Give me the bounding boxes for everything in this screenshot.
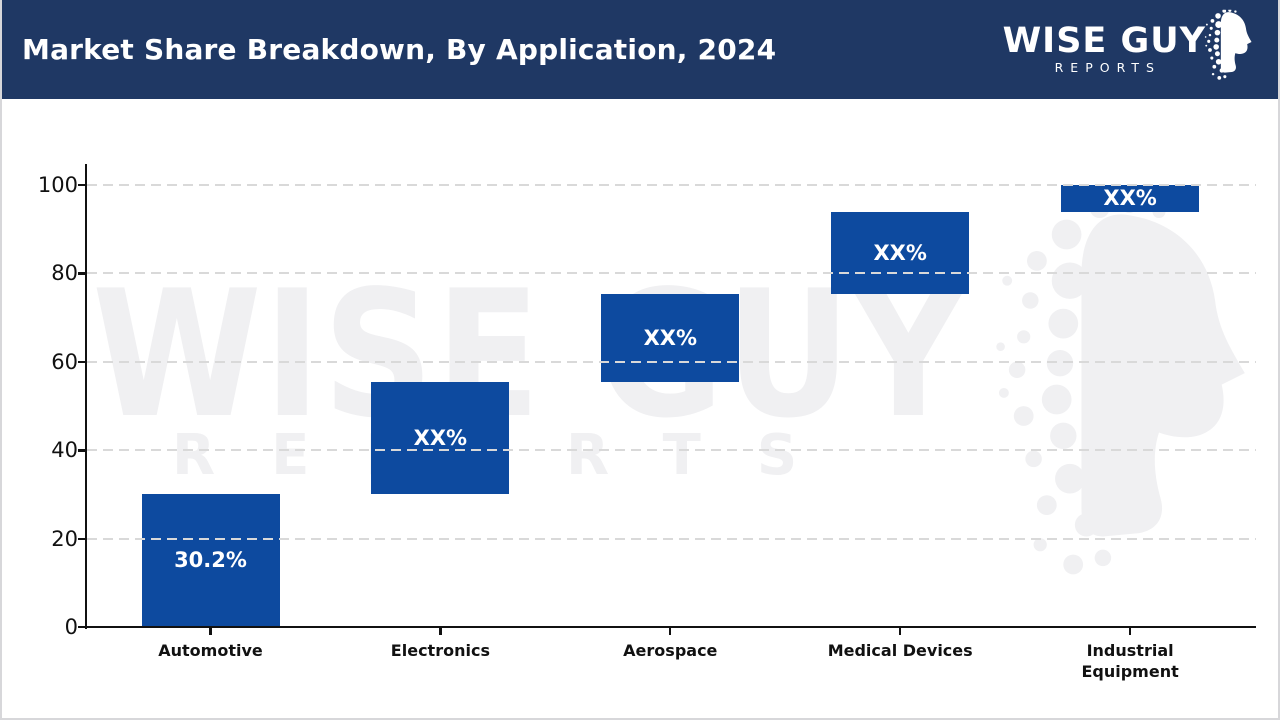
bar-value-label: 30.2%	[174, 548, 247, 573]
y-tick-label-100: 100	[37, 173, 78, 197]
y-tick-100	[78, 184, 87, 187]
bar-electronics	[371, 381, 510, 494]
logo-subtitle: REPORTS	[1054, 60, 1161, 76]
y-tick-label-80: 80	[51, 261, 78, 286]
y-tick-0	[78, 626, 87, 629]
wiseguy-logo-text: WISE GUY REPORTS	[1003, 24, 1206, 75]
bar-aerospace	[601, 293, 740, 382]
bar-medical-devices	[831, 211, 970, 294]
y-tick-60	[78, 360, 87, 364]
x-tick-2	[669, 628, 672, 636]
x-axis-line	[85, 626, 1256, 629]
x-tick-label: Electronics	[390, 641, 490, 660]
gridline-60	[87, 360, 1256, 363]
gridline-100	[87, 184, 1256, 186]
bar-value-label: XX%	[1103, 186, 1157, 211]
logo-wordmark: WISE GUY	[1002, 21, 1206, 62]
y-tick-20	[78, 537, 87, 540]
x-tick-4	[1128, 628, 1132, 636]
x-tick-label: Industrial Equipment	[1081, 641, 1179, 681]
y-tick-label-60: 60	[51, 349, 78, 374]
watermark-wordmark: WISE GUY	[92, 254, 966, 457]
x-tick-label: Aerospace	[623, 641, 718, 660]
y-tick-label-20: 20	[51, 526, 78, 551]
bar-value-label: XX%	[873, 240, 927, 265]
y-tick-label-0: 0	[64, 615, 78, 639]
header-bar: Market Share Breakdown, By Application, …	[0, 0, 1280, 99]
y-tick-40	[78, 449, 87, 452]
bar-value-label: XX%	[643, 325, 698, 350]
y-tick-80	[78, 272, 87, 275]
wiseguy-logo: WISE GUY REPORTS	[1003, 8, 1254, 92]
chart-title: Market Share Breakdown, By Application, …	[22, 33, 777, 66]
bar-automotive	[141, 493, 280, 627]
gridline-80	[87, 272, 1256, 275]
wiseguy-face-icon	[1192, 8, 1254, 92]
x-tick-label: Medical Devices	[827, 641, 973, 660]
y-axis-line	[85, 164, 88, 629]
gridline-20	[87, 537, 1256, 540]
x-tick-1	[439, 628, 442, 636]
x-tick-0	[209, 628, 212, 636]
x-tick-3	[899, 628, 902, 636]
bar-value-label: XX%	[413, 425, 468, 450]
bar-industrial-equipment	[1061, 185, 1200, 212]
x-tick-label: Automotive	[158, 641, 263, 660]
y-tick-label-40: 40	[51, 438, 78, 463]
gridline-40	[87, 449, 1256, 452]
